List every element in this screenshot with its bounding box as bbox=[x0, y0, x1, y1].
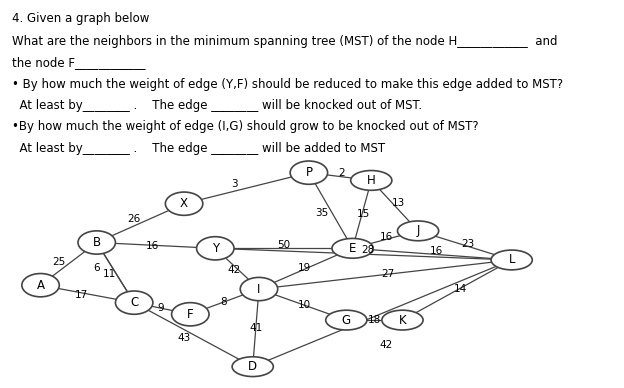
Text: 42: 42 bbox=[379, 340, 392, 350]
Text: 17: 17 bbox=[74, 290, 88, 300]
Text: A: A bbox=[37, 279, 44, 292]
Text: B: B bbox=[92, 236, 101, 249]
Ellipse shape bbox=[232, 357, 273, 376]
Text: Y: Y bbox=[212, 242, 219, 255]
Text: 16: 16 bbox=[430, 246, 444, 256]
Text: 8: 8 bbox=[220, 297, 227, 307]
Text: 19: 19 bbox=[298, 263, 311, 274]
Text: 35: 35 bbox=[314, 208, 328, 218]
Text: 50: 50 bbox=[277, 240, 291, 250]
Text: C: C bbox=[130, 296, 139, 309]
Text: P: P bbox=[305, 166, 313, 179]
Text: 10: 10 bbox=[298, 300, 311, 310]
Text: G: G bbox=[342, 314, 351, 327]
Text: 25: 25 bbox=[52, 257, 66, 267]
Text: L: L bbox=[509, 253, 515, 267]
Text: J: J bbox=[416, 224, 420, 237]
Circle shape bbox=[197, 237, 234, 260]
Text: 18: 18 bbox=[368, 315, 381, 325]
Text: 27: 27 bbox=[381, 268, 395, 279]
Ellipse shape bbox=[326, 310, 367, 330]
Text: E: E bbox=[349, 242, 356, 255]
Text: the node F____________: the node F____________ bbox=[12, 56, 146, 69]
Text: H: H bbox=[367, 174, 376, 187]
Text: 4. Given a graph below: 4. Given a graph below bbox=[12, 12, 150, 25]
Text: K: K bbox=[399, 314, 406, 327]
Text: X: X bbox=[180, 197, 188, 210]
Circle shape bbox=[22, 274, 59, 297]
Text: 23: 23 bbox=[461, 239, 475, 249]
Ellipse shape bbox=[397, 221, 439, 241]
Text: What are the neighbors in the minimum spanning tree (MST) of the node H_________: What are the neighbors in the minimum sp… bbox=[12, 35, 558, 48]
Ellipse shape bbox=[351, 171, 392, 190]
Circle shape bbox=[172, 303, 209, 326]
Text: 16: 16 bbox=[146, 241, 160, 251]
Circle shape bbox=[78, 231, 115, 254]
Ellipse shape bbox=[382, 310, 423, 330]
Text: D: D bbox=[248, 360, 257, 373]
Circle shape bbox=[240, 277, 278, 301]
Text: 15: 15 bbox=[356, 209, 370, 219]
Text: 28: 28 bbox=[361, 245, 375, 255]
Circle shape bbox=[290, 161, 328, 184]
Text: 26: 26 bbox=[127, 214, 141, 224]
Text: At least by________ .    The edge ________ will be knocked out of MST.: At least by________ . The edge ________ … bbox=[12, 99, 422, 112]
Text: 41: 41 bbox=[249, 323, 263, 333]
Text: 43: 43 bbox=[177, 333, 191, 343]
Text: •By how much the weight of edge (I,G) should grow to be knocked out of MST?: •By how much the weight of edge (I,G) sh… bbox=[12, 120, 479, 133]
Text: 11: 11 bbox=[102, 268, 116, 279]
Text: F: F bbox=[187, 308, 193, 321]
Ellipse shape bbox=[332, 238, 373, 258]
Text: • By how much the weight of edge (Y,F) should be reduced to make this edge added: • By how much the weight of edge (Y,F) s… bbox=[12, 78, 563, 91]
Circle shape bbox=[165, 192, 203, 215]
Text: 6: 6 bbox=[94, 263, 100, 273]
Text: 16: 16 bbox=[380, 232, 394, 242]
Text: 9: 9 bbox=[158, 303, 164, 314]
Text: 42: 42 bbox=[227, 265, 241, 275]
Text: I: I bbox=[257, 282, 261, 296]
Text: 13: 13 bbox=[391, 197, 405, 208]
Circle shape bbox=[115, 291, 153, 314]
Text: At least by________ .    The edge ________ will be added to MST: At least by________ . The edge ________ … bbox=[12, 142, 386, 155]
Text: 3: 3 bbox=[231, 179, 237, 189]
Ellipse shape bbox=[491, 250, 532, 270]
Text: 2: 2 bbox=[339, 168, 345, 178]
Text: 14: 14 bbox=[454, 284, 467, 294]
